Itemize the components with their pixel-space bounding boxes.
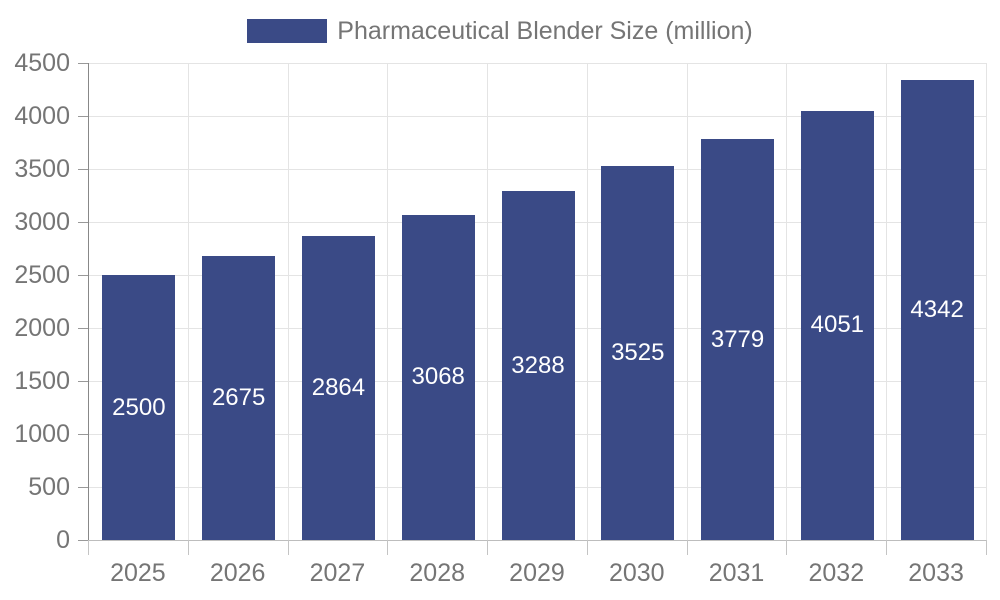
x-axis-tick [886, 540, 888, 555]
y-axis-tick-label: 4000 [14, 102, 70, 130]
gridline-vertical [786, 63, 788, 540]
x-axis-tick-label: 2032 [808, 559, 865, 587]
bar-2027: 2864 [301, 236, 375, 540]
bar-value-label: 2500 [112, 393, 166, 421]
x-axis-tick [786, 540, 788, 555]
y-axis-tick-label: 0 [56, 526, 70, 554]
y-axis-tick [78, 328, 88, 329]
gridline-vertical [986, 63, 987, 540]
gridline-vertical [586, 63, 588, 540]
y-axis-tick [78, 487, 88, 488]
y-axis-tick [78, 63, 88, 64]
x-axis-tick-label: 2029 [509, 559, 565, 587]
gridline-vertical [686, 63, 688, 540]
y-axis-tick [78, 169, 88, 170]
bar-value-label: 2675 [211, 384, 266, 412]
bar-2028: 3068 [401, 214, 475, 540]
x-axis-tick-label: 2030 [608, 559, 665, 587]
gridline-vertical [387, 63, 389, 540]
x-axis-tick-label: 2026 [209, 559, 266, 587]
bar-2032: 4051 [800, 110, 874, 540]
y-axis-tick-label: 1500 [14, 367, 70, 395]
x-axis-tick [686, 540, 688, 555]
bar-2029: 3288 [501, 191, 575, 540]
x-axis-tick-label: 2033 [908, 559, 964, 587]
y-axis-tick [78, 275, 88, 276]
y-axis-tick-label: 2500 [14, 261, 70, 289]
bar-2025: 2500 [102, 275, 176, 540]
plot-area: 2500 2675 2864 3068 3288 3525 3779 4051 4342 [88, 62, 987, 541]
bar-value-label: 2864 [311, 374, 366, 402]
bar-value-label: 3779 [710, 325, 765, 353]
y-axis-tick-label: 2000 [14, 314, 70, 342]
y-axis-tick [78, 222, 88, 223]
gridline-vertical [287, 63, 289, 540]
y-axis-tick-label: 500 [28, 473, 70, 501]
x-axis-tick-label: 2025 [110, 559, 166, 587]
x-axis-tick [287, 540, 289, 555]
bar-value-label: 4051 [810, 311, 865, 339]
chart-legend[interactable]: Pharmaceutical Blender Size (million) [0, 17, 1000, 45]
gridline-vertical [487, 63, 489, 540]
gridline-horizontal [89, 115, 987, 117]
bar-value-label: 3068 [411, 363, 465, 391]
gridline-horizontal [89, 62, 987, 64]
y-axis-tick-label: 3000 [14, 208, 70, 236]
bar-2031: 3779 [701, 139, 775, 540]
y-axis-tick [78, 540, 88, 541]
bar-value-label: 3288 [511, 351, 565, 379]
gridline-vertical [886, 63, 888, 540]
x-axis-tick [187, 540, 189, 555]
y-axis-tick [78, 434, 88, 435]
x-axis-tick [586, 540, 588, 555]
gridline-vertical [187, 63, 189, 540]
legend-swatch [247, 19, 328, 43]
bar-2033: 4342 [900, 79, 974, 540]
x-axis-tick [986, 540, 987, 555]
y-axis-tick-label: 4500 [14, 49, 70, 77]
x-axis-tick-label: 2027 [309, 559, 366, 587]
x-axis-tick-label: 2028 [409, 559, 466, 587]
y-axis-tick-label: 3500 [14, 155, 70, 183]
y-axis-tick [78, 116, 88, 117]
bar-value-label: 3525 [611, 339, 665, 367]
gridline-horizontal [89, 168, 987, 170]
bar-2026: 2675 [202, 256, 276, 540]
y-axis-tick [78, 381, 88, 382]
x-axis-tick [387, 540, 389, 555]
x-axis-tick-label: 2031 [708, 559, 765, 587]
legend-label: Pharmaceutical Blender Size (million) [337, 17, 753, 45]
y-axis-tick-label: 1000 [14, 420, 70, 448]
bar-2030: 3525 [601, 166, 675, 540]
x-axis-tick [487, 540, 489, 555]
x-axis-tick [88, 540, 89, 555]
bar-value-label: 4342 [910, 295, 964, 323]
